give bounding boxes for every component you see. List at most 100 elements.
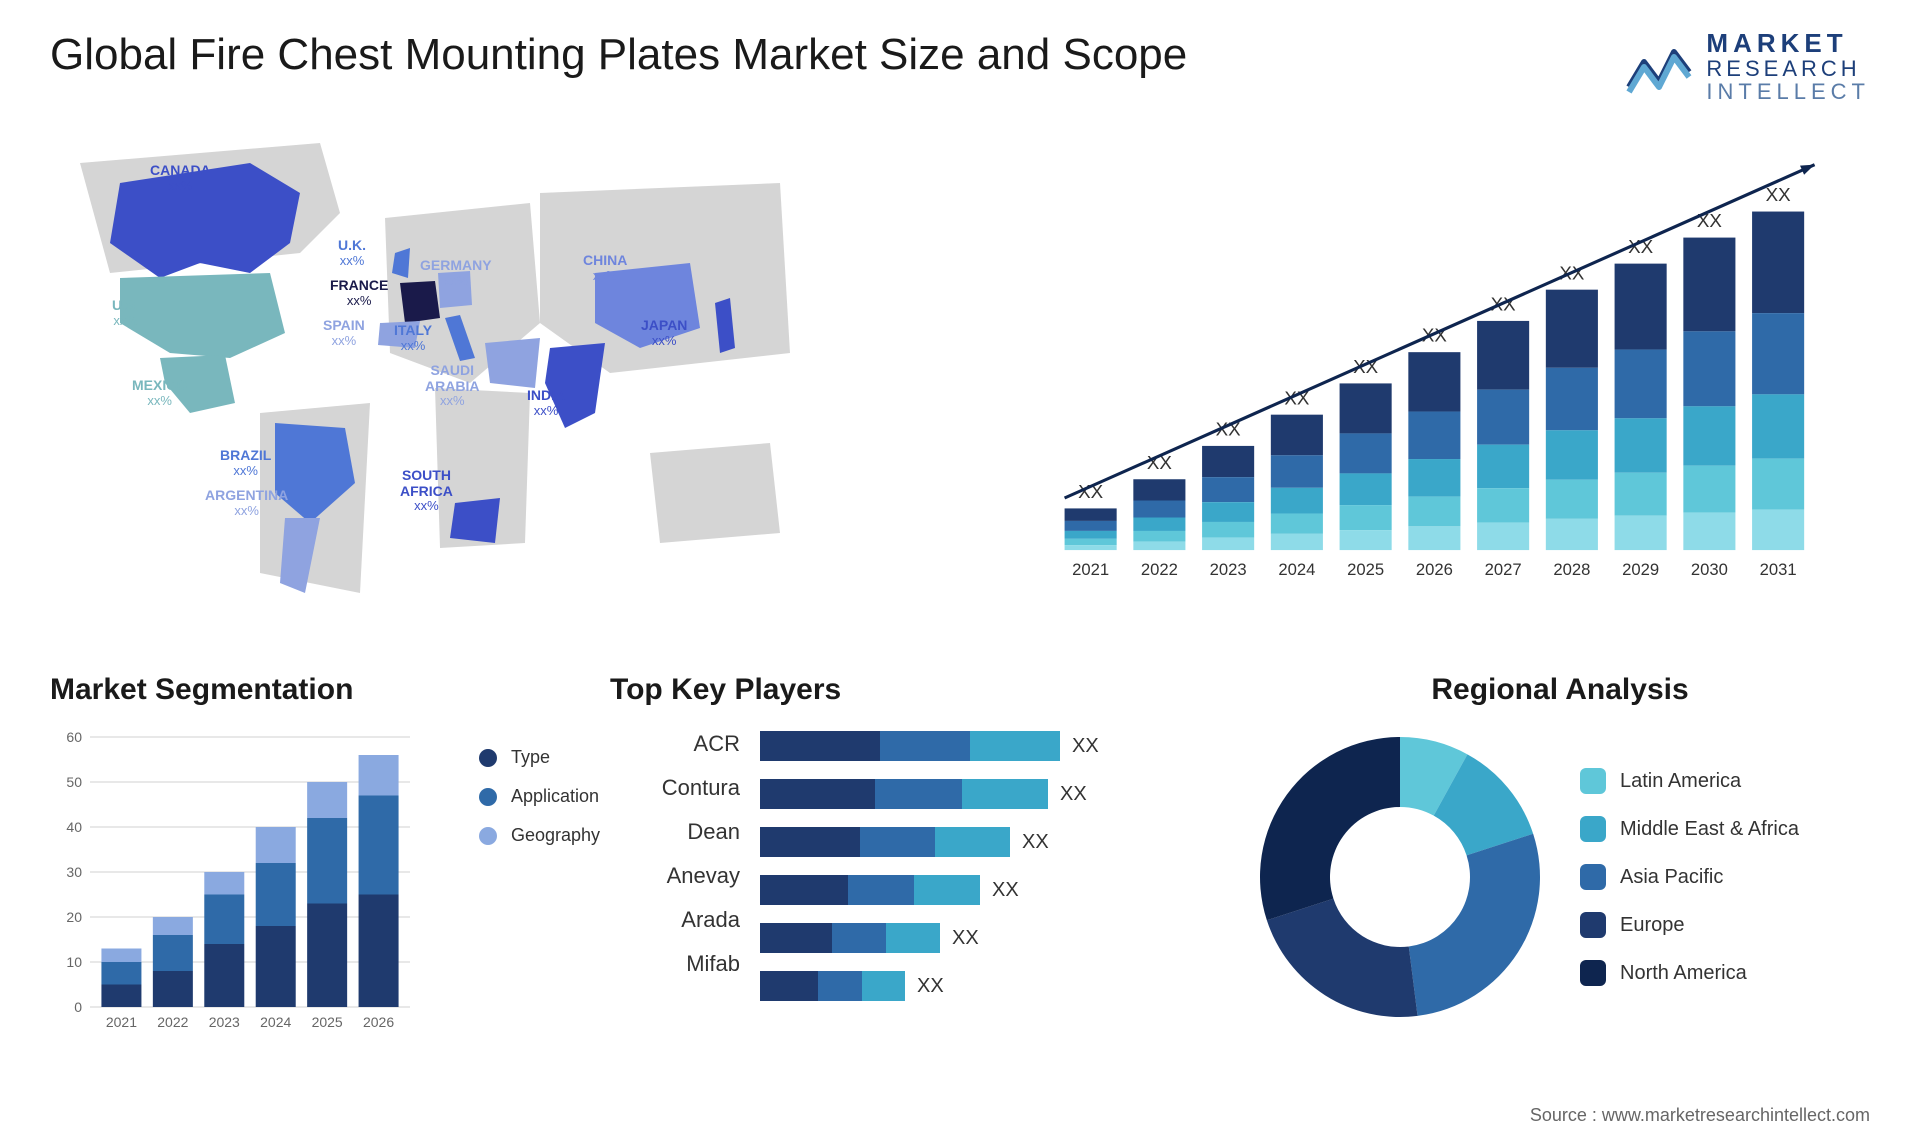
players-bars: XXXXXXXXXXXX [760, 727, 1210, 1001]
segmentation-legend: TypeApplicationGeography [479, 747, 600, 846]
seg-ytick: 10 [66, 954, 82, 970]
legend-swatch [1580, 768, 1606, 794]
seg-year-label: 2026 [363, 1014, 394, 1030]
growth-bar-seg [1340, 531, 1392, 551]
world-map-panel: CANADAxx%U.S.xx%MEXICOxx%BRAZILxx%ARGENT… [50, 123, 950, 623]
growth-bar-seg [1133, 542, 1185, 551]
map-label-south-africa: SOUTHAFRICAxx% [400, 468, 453, 513]
growth-year-label: 2025 [1347, 561, 1384, 580]
growth-bar-seg [1408, 412, 1460, 460]
growth-bar-seg [1408, 460, 1460, 498]
map-label-spain: SPAINxx% [323, 318, 365, 348]
player-bar-seg [760, 971, 818, 1001]
source-line: Source : www.marketresearchintellect.com [1530, 1105, 1870, 1126]
player-bar-seg [886, 923, 940, 953]
growth-arrow-head [1800, 165, 1815, 175]
logo-line3: INTELLECT [1706, 80, 1870, 103]
map-label-italy: ITALYxx% [394, 323, 432, 353]
legend-label: Middle East & Africa [1620, 818, 1799, 841]
segmentation-chart: 0102030405060202120222023202420252026 Ty… [50, 727, 570, 1047]
growth-bar-seg [1546, 431, 1598, 480]
regional-legend: Latin AmericaMiddle East & AfricaAsia Pa… [1580, 768, 1799, 986]
growth-bar-seg [1202, 538, 1254, 551]
growth-chart-panel: XX2021XX2022XX2023XX2024XX2025XX2026XX20… [1030, 123, 1870, 623]
legend-swatch [1580, 864, 1606, 890]
legend-label: Latin America [1620, 770, 1741, 793]
growth-year-label: 2030 [1691, 561, 1728, 580]
growth-bar-seg [1546, 519, 1598, 550]
growth-bar-seg [1202, 522, 1254, 538]
growth-bar-seg [1271, 534, 1323, 550]
growth-bar-seg [1133, 480, 1185, 501]
growth-year-label: 2022 [1141, 561, 1178, 580]
growth-bar-seg [1271, 415, 1323, 456]
logo-text: MARKET RESEARCH INTELLECT [1706, 30, 1870, 103]
regional-panel: Regional Analysis Latin AmericaMiddle Ea… [1250, 673, 1870, 1047]
player-name: Dean [610, 819, 740, 845]
seg-year-label: 2022 [157, 1014, 188, 1030]
legend-swatch [479, 827, 497, 845]
donut-svg [1250, 727, 1550, 1027]
map-label-germany: GERMANYxx% [420, 258, 492, 288]
growth-bar-seg [1752, 459, 1804, 510]
donut-wrap [1250, 727, 1550, 1027]
logo-line2: RESEARCH [1706, 57, 1870, 80]
seg-bar-seg [307, 782, 347, 818]
growth-bar-seg [1477, 321, 1529, 390]
player-bar-seg [935, 827, 1010, 857]
growth-bar-seg [1752, 395, 1804, 459]
player-value: XX [917, 975, 944, 998]
seg-year-label: 2023 [209, 1014, 240, 1030]
player-bar-seg [970, 731, 1060, 761]
map-label-saudi-arabia: SAUDIARABIAxx% [425, 363, 479, 408]
growth-bar-seg [1065, 509, 1117, 521]
growth-bar-seg [1683, 238, 1735, 332]
player-bar-seg [875, 779, 961, 809]
map-label-brazil: BRAZILxx% [220, 448, 271, 478]
player-name: Contura [610, 775, 740, 801]
seg-bar-seg [359, 796, 399, 895]
legend-swatch [1580, 960, 1606, 986]
seg-bar-seg [204, 872, 244, 895]
player-bar-seg [818, 971, 862, 1001]
player-bar-seg [880, 731, 970, 761]
map-label-u-k-: U.K.xx% [338, 238, 366, 268]
growth-bar-seg [1271, 488, 1323, 514]
growth-bar-seg [1615, 419, 1667, 473]
growth-bar-seg [1615, 473, 1667, 516]
growth-bar-seg [1546, 290, 1598, 368]
country-safrica [450, 498, 500, 543]
legend-label: Geography [511, 825, 600, 846]
seg-bar-seg [359, 755, 399, 796]
player-bar-seg [760, 779, 875, 809]
segmentation-svg: 0102030405060202120222023202420252026 [50, 727, 420, 1047]
seg-bar-seg [307, 818, 347, 904]
player-bar-seg [760, 875, 848, 905]
segmentation-title: Market Segmentation [50, 673, 570, 707]
player-value: XX [1022, 831, 1049, 854]
bottom-row: Market Segmentation 01020304050602021202… [50, 673, 1870, 1047]
legend-label: Europe [1620, 914, 1685, 937]
growth-bar-seg [1615, 516, 1667, 550]
donut-slice [1267, 899, 1418, 1017]
player-bar-seg [832, 923, 886, 953]
growth-bar-seg [1271, 514, 1323, 534]
player-bar-seg [860, 827, 935, 857]
legend-swatch [1580, 816, 1606, 842]
growth-bar-seg [1133, 531, 1185, 542]
logo-mark [1624, 37, 1694, 97]
growth-bar-seg [1752, 314, 1804, 395]
player-bar-seg [760, 923, 832, 953]
seg-legend-item: Geography [479, 825, 600, 846]
seg-year-label: 2025 [312, 1014, 343, 1030]
player-name: ACR [610, 731, 740, 757]
player-name: Mifab [610, 951, 740, 977]
growth-bar-seg [1271, 456, 1323, 489]
seg-bar-seg [101, 985, 141, 1008]
seg-legend-item: Type [479, 747, 600, 768]
country-usa [120, 273, 285, 358]
player-bar-row: XX [760, 971, 1210, 1001]
seg-bar-seg [153, 917, 193, 935]
seg-bar-seg [153, 935, 193, 971]
country-saudi [485, 338, 540, 388]
